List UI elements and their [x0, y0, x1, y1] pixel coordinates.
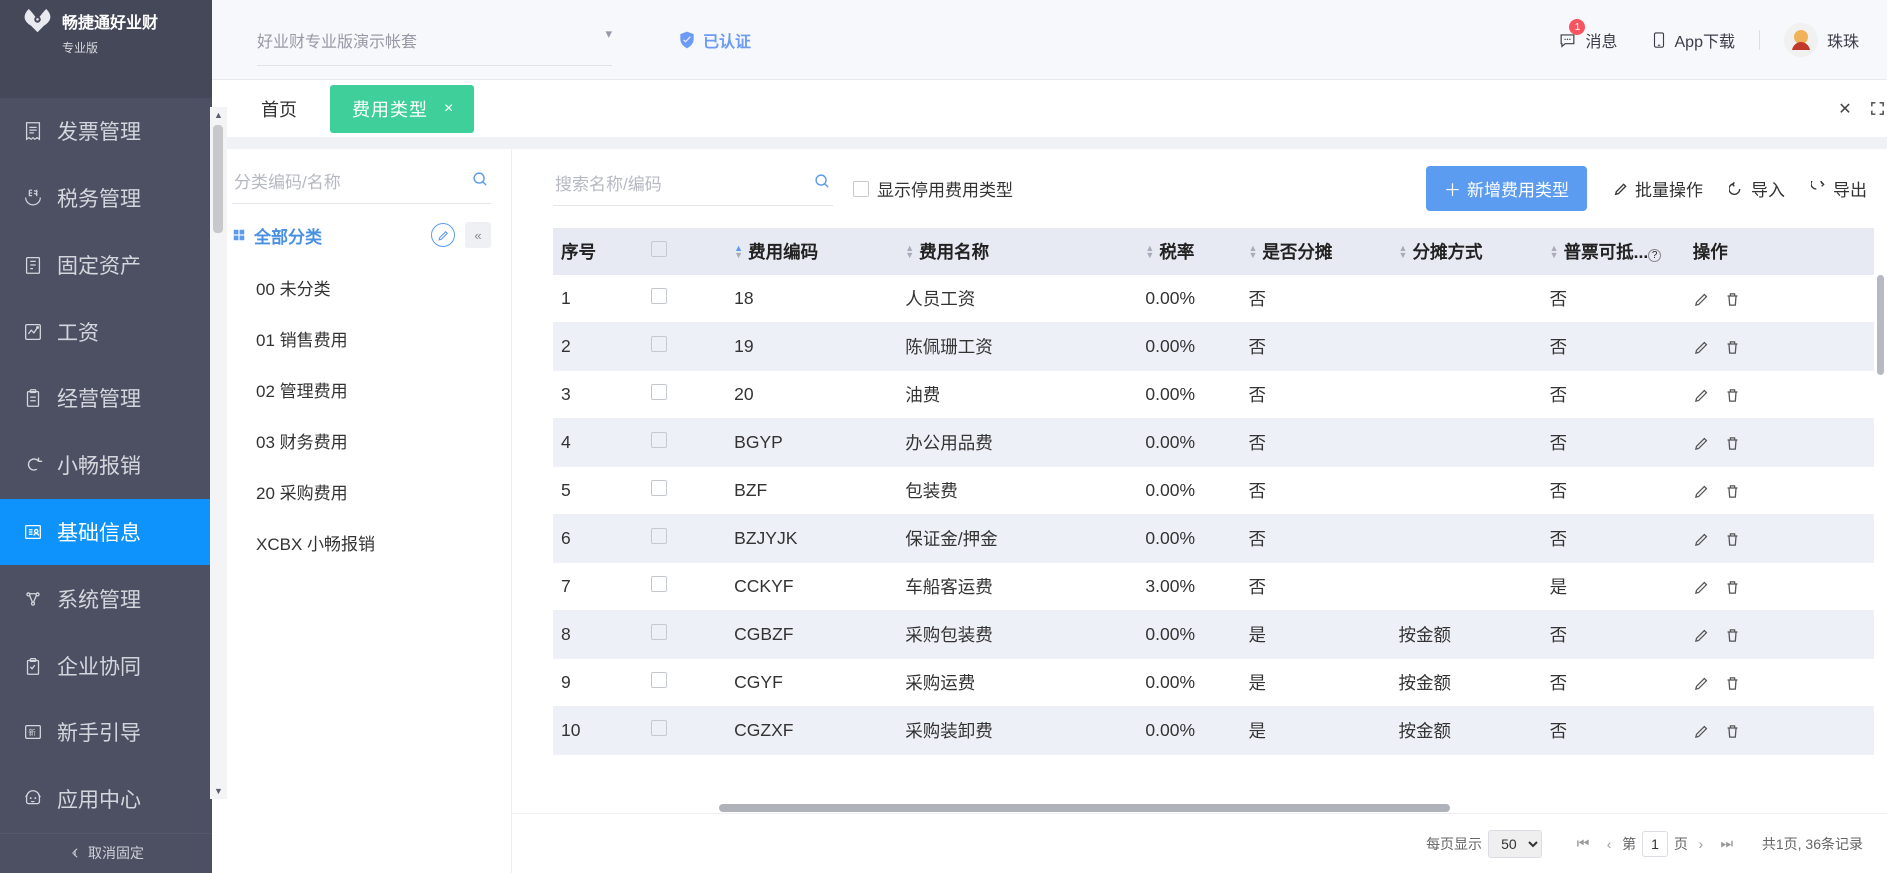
svg-text:新: 新: [28, 728, 36, 737]
